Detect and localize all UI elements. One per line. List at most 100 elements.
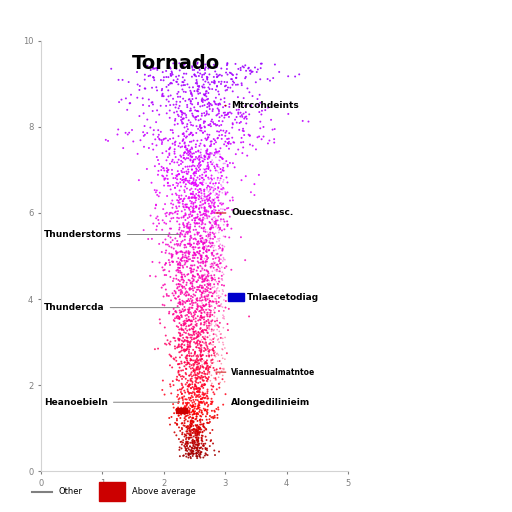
Point <box>176 264 184 272</box>
Point <box>203 419 211 427</box>
Point <box>186 360 194 368</box>
Point <box>214 167 222 175</box>
Point <box>193 356 201 364</box>
Point <box>189 447 198 455</box>
Point <box>181 402 189 410</box>
Point <box>198 234 206 243</box>
Point <box>202 333 210 341</box>
Point <box>177 388 185 396</box>
Point <box>189 425 198 433</box>
Point <box>198 341 206 349</box>
Point <box>177 311 185 319</box>
Point <box>195 296 203 305</box>
Point <box>198 398 206 406</box>
Point <box>193 428 201 436</box>
Point <box>161 271 169 279</box>
Point <box>199 242 207 250</box>
Point <box>203 258 211 266</box>
Point <box>176 298 184 306</box>
Point <box>208 107 217 115</box>
Point <box>185 326 194 334</box>
Point <box>194 374 202 382</box>
Point <box>194 155 202 163</box>
Point <box>191 321 200 329</box>
Point <box>192 352 200 360</box>
Point <box>275 68 283 76</box>
Point <box>182 249 190 257</box>
Point <box>194 304 202 312</box>
Point <box>175 280 183 288</box>
Point <box>213 349 221 357</box>
Point <box>182 127 190 136</box>
Point <box>221 390 229 398</box>
Point <box>186 186 194 194</box>
Point <box>209 261 217 269</box>
Point <box>226 83 234 92</box>
Point <box>125 129 133 137</box>
Point <box>199 200 207 208</box>
Point <box>271 60 279 69</box>
Point <box>206 312 214 321</box>
Point <box>223 135 231 143</box>
Point <box>215 237 223 245</box>
Point <box>189 243 198 251</box>
Point <box>202 172 210 180</box>
Point <box>215 122 223 130</box>
Point <box>186 210 195 218</box>
Point <box>192 94 200 102</box>
Point <box>195 426 203 434</box>
Point <box>188 438 197 446</box>
Point <box>204 78 212 87</box>
Point <box>175 194 183 202</box>
Point <box>189 137 198 145</box>
Point <box>176 298 184 307</box>
Point <box>159 164 167 173</box>
Point <box>198 373 206 381</box>
Point <box>188 283 197 291</box>
Point <box>215 226 223 234</box>
Point <box>203 212 211 221</box>
Point <box>198 204 206 212</box>
Point <box>189 323 197 331</box>
Point <box>182 345 190 353</box>
Point <box>200 391 208 399</box>
Point <box>159 205 167 213</box>
Point <box>216 177 224 185</box>
Point <box>149 131 157 139</box>
Point <box>211 254 220 262</box>
Point <box>187 333 196 342</box>
Point <box>182 257 190 265</box>
Point <box>220 98 228 106</box>
Point <box>197 192 205 200</box>
Point <box>230 163 239 172</box>
Point <box>256 99 264 107</box>
Point <box>169 76 178 84</box>
Point <box>170 145 179 153</box>
Point <box>199 257 207 265</box>
Point <box>186 130 195 138</box>
Point <box>134 80 142 89</box>
Point <box>170 409 178 417</box>
Point <box>146 211 155 220</box>
Point <box>181 188 189 196</box>
Point <box>201 423 209 432</box>
Point <box>211 343 219 351</box>
Point <box>199 259 207 267</box>
Point <box>202 252 210 260</box>
Point <box>184 148 193 156</box>
Point <box>162 73 170 81</box>
Point <box>207 158 215 166</box>
Point <box>246 67 254 75</box>
Point <box>175 59 183 68</box>
Point <box>176 186 184 195</box>
Point <box>178 78 186 86</box>
Point <box>212 267 221 275</box>
Point <box>161 236 169 244</box>
Point <box>177 340 185 349</box>
Point <box>185 83 194 92</box>
Point <box>204 375 212 383</box>
Point <box>178 359 186 368</box>
Point <box>205 101 214 110</box>
Point <box>208 274 217 283</box>
Point <box>198 266 206 274</box>
